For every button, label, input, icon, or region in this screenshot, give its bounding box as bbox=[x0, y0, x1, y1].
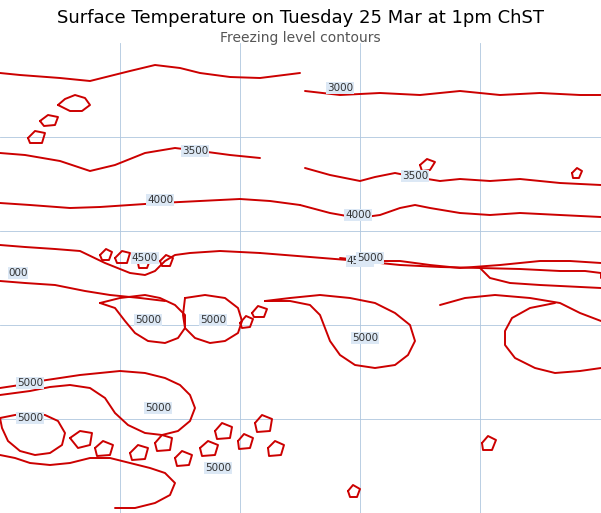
Text: 3000: 3000 bbox=[327, 83, 353, 93]
Text: 3500: 3500 bbox=[402, 171, 428, 181]
Text: 000: 000 bbox=[8, 268, 28, 278]
Text: 5000: 5000 bbox=[145, 403, 171, 413]
Text: 5000: 5000 bbox=[357, 253, 383, 263]
Text: Freezing level contours: Freezing level contours bbox=[220, 31, 381, 45]
Text: Surface Temperature on Tuesday 25 Mar at 1pm ChST: Surface Temperature on Tuesday 25 Mar at… bbox=[57, 9, 544, 28]
Text: 5000: 5000 bbox=[135, 315, 161, 325]
Text: 4500: 4500 bbox=[347, 256, 373, 266]
Text: 5000: 5000 bbox=[205, 463, 231, 473]
Text: 4500: 4500 bbox=[132, 253, 158, 263]
Text: 5000: 5000 bbox=[200, 315, 226, 325]
Text: 3500: 3500 bbox=[182, 146, 208, 156]
Text: 4000: 4000 bbox=[147, 195, 173, 205]
Text: 5000: 5000 bbox=[352, 333, 378, 343]
Text: 5000: 5000 bbox=[17, 413, 43, 423]
Text: 5000: 5000 bbox=[17, 378, 43, 388]
Text: 4000: 4000 bbox=[345, 210, 371, 220]
